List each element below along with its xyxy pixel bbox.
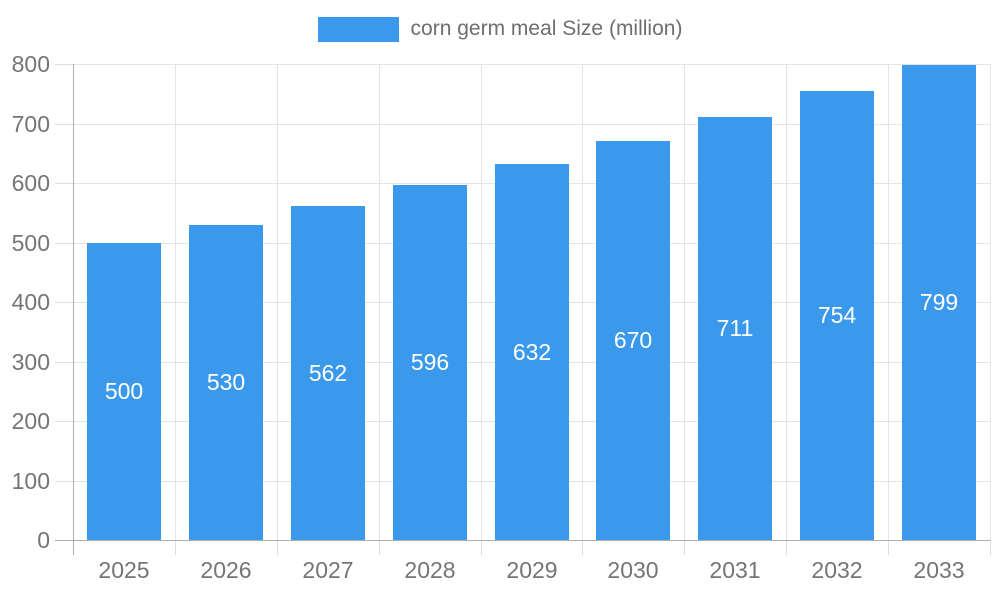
bar-value-label: 711 <box>716 315 754 341</box>
x-axis-line <box>55 540 990 541</box>
y-tick-label: 100 <box>11 468 50 494</box>
y-tick-label: 800 <box>11 51 50 77</box>
x-tick-label: 2028 <box>404 557 456 583</box>
bar: 562 <box>291 206 365 540</box>
x-tick-mark <box>481 540 482 555</box>
x-tick-mark <box>684 540 685 555</box>
x-tick-mark <box>379 540 380 555</box>
y-tick-label: 700 <box>11 111 50 137</box>
y-tick-label: 400 <box>11 289 50 315</box>
y-tick-mark <box>55 243 73 244</box>
v-gridline <box>175 64 176 540</box>
x-tick-mark <box>990 540 991 555</box>
legend-color-swatch <box>317 16 399 42</box>
bar-value-label: 530 <box>206 369 246 395</box>
bar-value-label: 596 <box>410 349 450 375</box>
v-gridline <box>888 64 889 540</box>
y-tick-label: 600 <box>11 170 50 196</box>
y-tick-mark <box>55 421 73 422</box>
bar: 711 <box>698 117 772 540</box>
y-tick-label: 0 <box>37 527 50 553</box>
chart-legend[interactable]: corn germ meal Size (million) <box>0 16 1000 42</box>
y-tick-mark <box>55 124 73 125</box>
x-tick-label: 2030 <box>607 557 659 583</box>
bar: 754 <box>800 91 874 540</box>
x-tick-mark <box>888 540 889 555</box>
y-tick-mark <box>55 481 73 482</box>
v-gridline <box>786 64 787 540</box>
bar-value-label: 799 <box>919 289 959 315</box>
x-tick-mark <box>582 540 583 555</box>
plot-area: 0 100 200 300 400 500 600 700 800 500 530 562 596 632… <box>12 51 991 583</box>
x-tick-label: 2025 <box>98 557 150 583</box>
x-tick-label: 2033 <box>913 557 965 583</box>
x-tick-mark <box>175 540 176 555</box>
y-tick-label: 300 <box>11 349 50 375</box>
x-tick-label: 2031 <box>709 557 761 583</box>
v-gridline <box>582 64 583 540</box>
bar: 799 <box>902 65 976 540</box>
x-tick-label: 2027 <box>302 557 354 583</box>
bar-value-label: 670 <box>613 327 653 353</box>
bar: 596 <box>393 185 467 540</box>
bar-value-label: 562 <box>308 359 348 386</box>
y-tick-mark <box>55 362 73 363</box>
x-tick-mark <box>786 540 787 555</box>
y-tick-mark <box>55 302 73 303</box>
y-tick-mark <box>55 64 73 65</box>
y-axis-line <box>73 64 74 555</box>
bar: 670 <box>596 141 670 540</box>
bar-value-label: 632 <box>512 338 552 365</box>
y-tick-label: 500 <box>11 230 50 256</box>
h-gridline <box>73 124 990 125</box>
bar: 632 <box>495 164 569 540</box>
h-gridline <box>73 64 990 65</box>
bar-value-label: 754 <box>817 302 857 328</box>
x-tick-label: 2032 <box>811 557 863 583</box>
bar: 530 <box>189 225 263 540</box>
v-gridline <box>990 64 991 540</box>
bar-value-label: 500 <box>104 378 144 404</box>
v-gridline <box>684 64 685 540</box>
x-tick-label: 2026 <box>200 557 252 583</box>
y-tick-label: 200 <box>11 408 50 434</box>
legend-label: corn germ meal Size (million) <box>410 17 683 40</box>
y-tick-mark <box>55 183 73 184</box>
bar: 500 <box>87 243 161 540</box>
x-tick-mark <box>277 540 278 555</box>
v-gridline <box>379 64 380 540</box>
v-gridline <box>481 64 482 540</box>
v-gridline <box>277 64 278 540</box>
x-tick-label: 2029 <box>506 557 558 583</box>
